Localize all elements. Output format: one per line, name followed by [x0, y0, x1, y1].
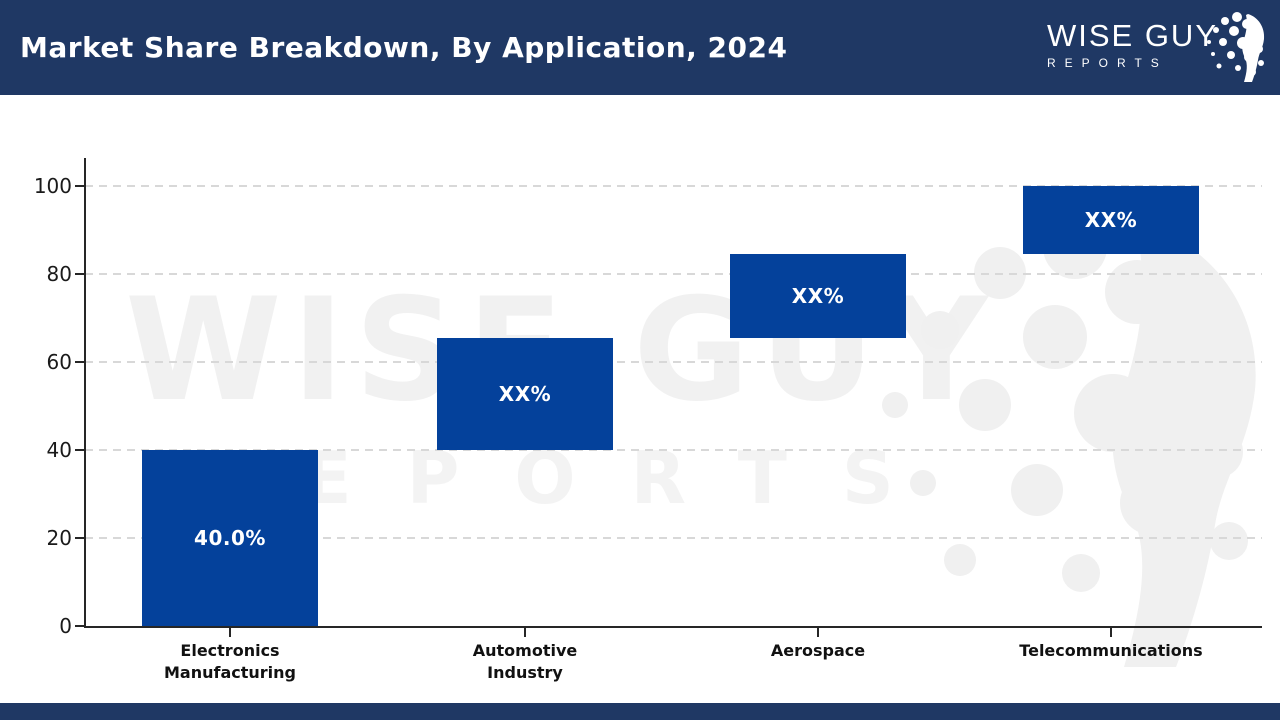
x-axis-tick [524, 628, 526, 637]
logo-face-icon [1207, 12, 1265, 82]
bar-segment: 40.0% [142, 450, 318, 626]
y-axis-tick [75, 185, 84, 187]
header-bar: Market Share Breakdown, By Application, … [0, 0, 1280, 95]
logo-wordmark: WISE GUY [1046, 18, 1218, 53]
x-axis-category-label: Automotive Industry [472, 641, 578, 682]
footer-bar [0, 703, 1280, 720]
y-axis-tick [75, 273, 84, 275]
bar-value-label: 40.0% [194, 526, 266, 550]
x-axis-category-label: Telecommunications [1019, 641, 1203, 660]
x-axis-line [84, 626, 1262, 628]
gridline [85, 185, 1262, 187]
y-axis-tick-label: 0 [59, 614, 72, 638]
x-axis-tick [1110, 628, 1112, 637]
y-axis-tick [75, 537, 84, 539]
x-axis-category-label: Aerospace [770, 641, 866, 660]
y-axis-tick [75, 361, 84, 363]
gridline [85, 273, 1262, 275]
x-axis-category-label: Electronics Manufacturing [164, 641, 296, 682]
watermark-face-icon [882, 215, 1256, 667]
bar-segment: XX% [437, 337, 613, 450]
y-axis-tick-label: 80 [46, 262, 72, 286]
gridline [85, 361, 1262, 363]
y-axis-tick [75, 625, 84, 627]
y-axis-tick-label: 20 [46, 526, 72, 550]
page-title: Market Share Breakdown, By Application, … [20, 31, 788, 64]
x-axis-tick [229, 628, 231, 637]
x-axis-tick [817, 628, 819, 637]
y-axis-tick-label: 60 [46, 350, 72, 374]
y-axis-tick-label: 40 [46, 438, 72, 462]
wiseguy-logo: WISE GUY REPORTS [1047, 10, 1266, 84]
bar-value-label: XX% [498, 381, 552, 406]
bar-value-label: XX% [791, 283, 845, 308]
gridline [85, 449, 1262, 451]
logo-subtitle: REPORTS [1046, 56, 1168, 70]
bar-value-label: XX% [1084, 208, 1138, 233]
y-axis-tick-label: 100 [33, 174, 72, 198]
bar-segment: XX% [1023, 186, 1199, 255]
gridline [85, 537, 1262, 539]
y-axis-tick [75, 449, 84, 451]
bar-segment: XX% [730, 254, 906, 338]
y-axis-line [84, 158, 86, 628]
logo-text: WISE GUY REPORTS [1047, 18, 1218, 70]
